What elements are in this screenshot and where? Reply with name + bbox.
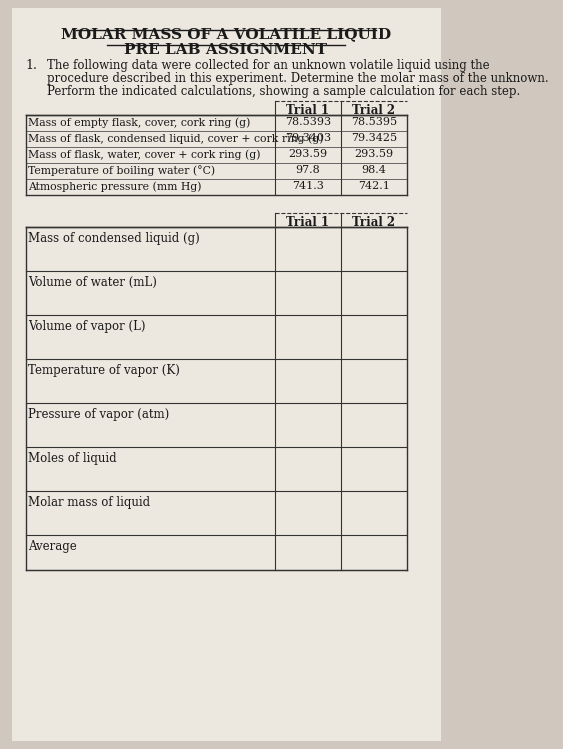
Text: 293.59: 293.59 (288, 149, 328, 159)
Text: 79.3403: 79.3403 (285, 133, 331, 143)
Text: 79.3425: 79.3425 (351, 133, 397, 143)
Text: 98.4: 98.4 (361, 165, 386, 175)
Text: MOLAR MASS OF A VOLATILE LIQUID: MOLAR MASS OF A VOLATILE LIQUID (61, 27, 391, 41)
Text: Trial 2: Trial 2 (352, 104, 395, 117)
Text: Mass of condensed liquid (g): Mass of condensed liquid (g) (28, 232, 200, 245)
Text: 742.1: 742.1 (358, 181, 390, 191)
Text: Trial 1: Trial 1 (287, 216, 329, 229)
Text: Mass of flask, water, cover + cork ring (g): Mass of flask, water, cover + cork ring … (28, 149, 261, 160)
Text: Mass of flask, condensed liquid, cover + cork ring (g): Mass of flask, condensed liquid, cover +… (28, 133, 324, 144)
Text: 1.: 1. (26, 59, 38, 72)
Text: Average: Average (28, 540, 77, 553)
Text: 78.5395: 78.5395 (351, 117, 397, 127)
Text: Trial 2: Trial 2 (352, 216, 395, 229)
Text: 78.5393: 78.5393 (285, 117, 331, 127)
Text: Temperature of boiling water (°C): Temperature of boiling water (°C) (28, 165, 215, 176)
Text: Volume of water (mL): Volume of water (mL) (28, 276, 157, 289)
Text: PRE LAB ASSIGNMENT: PRE LAB ASSIGNMENT (124, 43, 328, 57)
Text: Trial 1: Trial 1 (287, 104, 329, 117)
Text: Volume of vapor (L): Volume of vapor (L) (28, 320, 146, 333)
Text: Temperature of vapor (K): Temperature of vapor (K) (28, 364, 180, 377)
Text: procedure described in this experiment. Determine the molar mass of the unknown.: procedure described in this experiment. … (47, 72, 548, 85)
Text: The following data were collected for an unknown volatile liquid using the: The following data were collected for an… (47, 59, 489, 72)
Text: Molar mass of liquid: Molar mass of liquid (28, 496, 150, 509)
Text: 97.8: 97.8 (296, 165, 320, 175)
Text: Mass of empty flask, cover, cork ring (g): Mass of empty flask, cover, cork ring (g… (28, 117, 251, 127)
Text: Perform the indicated calculations, showing a sample calculation for each step.: Perform the indicated calculations, show… (47, 85, 520, 98)
Text: Moles of liquid: Moles of liquid (28, 452, 117, 465)
Text: 741.3: 741.3 (292, 181, 324, 191)
Text: Pressure of vapor (atm): Pressure of vapor (atm) (28, 408, 169, 421)
Text: Atmospheric pressure (mm Hg): Atmospheric pressure (mm Hg) (28, 181, 202, 192)
Text: 293.59: 293.59 (354, 149, 394, 159)
